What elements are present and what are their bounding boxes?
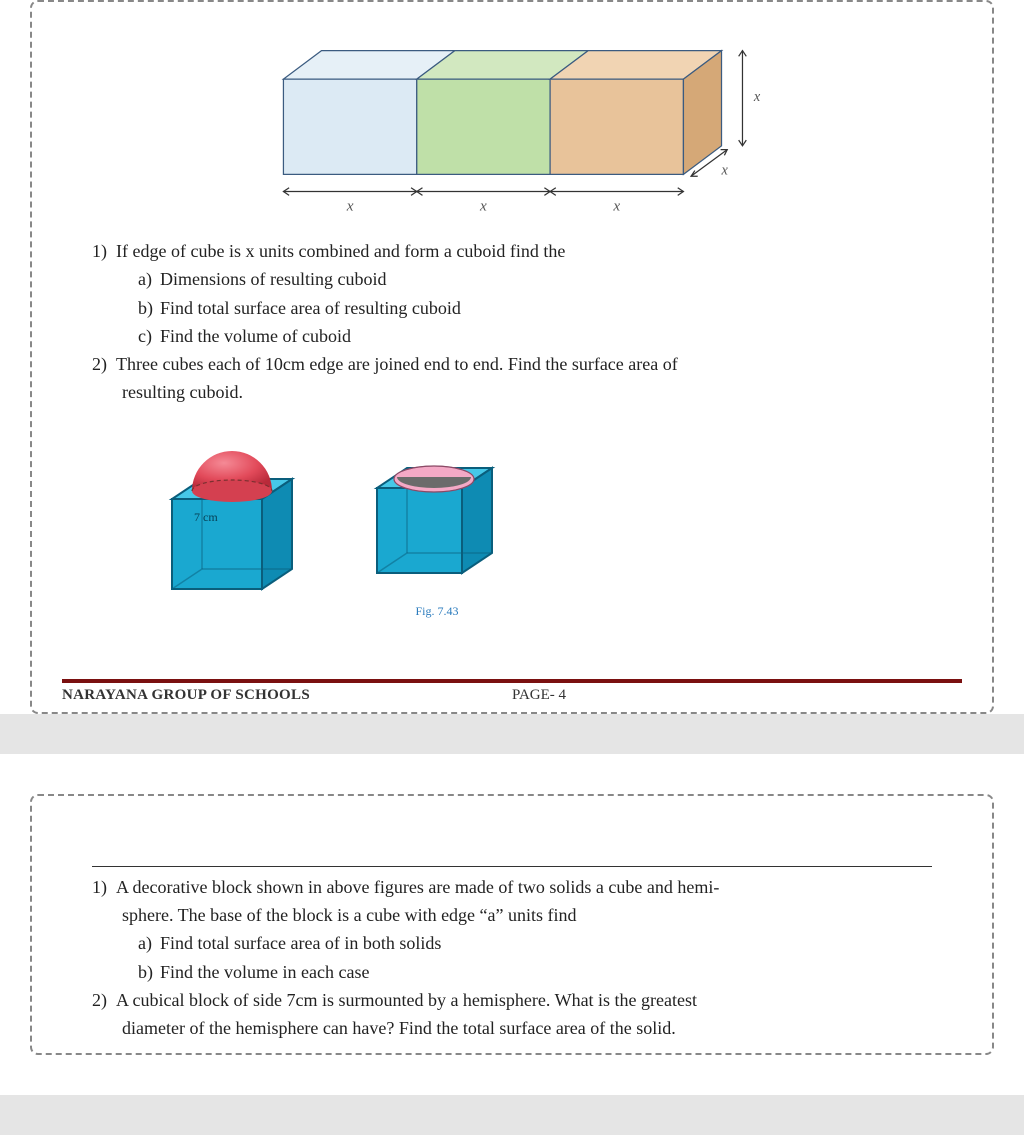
dim-label-x3: x [612,198,620,215]
divider [92,866,932,867]
q1-num: 1) [92,239,116,263]
cube-hemi-bowl-svg [352,433,522,593]
p2-q2-cont: diameter of the hemisphere can have? Fin… [92,1016,932,1040]
hemisphere-figures: 7 cm Fig. [142,419,932,619]
q2-num: 2) [92,352,116,376]
dim-label-depth: x [721,162,729,178]
cube-label: 7 cm [194,510,218,524]
p2-q1a: a)Find total surface area of in both sol… [92,931,932,955]
q1b: b)Find total surface area of resulting c… [92,296,932,320]
fig-caption: Fig. 7.43 [352,604,522,619]
page-2: 1)A decorative block shown in above figu… [0,754,1024,1095]
q2-text: Three cubes each of 10cm edge are joined… [116,354,678,374]
q1-text: If edge of cube is x units combined and … [116,241,565,261]
q2: 2)Three cubes each of 10cm edge are join… [92,352,932,376]
cuboid-figure: x x x x x [62,22,962,227]
page2-questions: 1)A decorative block shown in above figu… [62,866,962,1041]
cube-hemi-bowl-wrap: Fig. 7.43 [352,433,522,619]
q2-cont: resulting cuboid. [92,380,932,404]
p2-q1-cont: sphere. The base of the block is a cube … [92,903,932,927]
q1: 1)If edge of cube is x units combined an… [92,239,932,263]
footer-page: PAGE- 4 [512,687,962,704]
cuboid-svg: x x x x x [232,22,792,222]
dim-label-x2: x [479,198,487,215]
p2-q2: 2)A cubical block of side 7cm is surmoun… [92,988,932,1012]
page-2-frame: 1)A decorative block shown in above figu… [30,794,994,1055]
page-footer: NARAYANA GROUP OF SCHOOLS PAGE- 4 [62,679,962,704]
page-1-frame: x x x x x 1)If edge of cube is x units c… [30,0,994,714]
page1-questions: 1)If edge of cube is x units combined an… [62,239,962,619]
page-1: x x x x x 1)If edge of cube is x units c… [0,0,1024,714]
cube-hemi-top-svg: 7 cm [142,419,322,619]
footer-left: NARAYANA GROUP OF SCHOOLS [62,687,512,704]
p2-q1b: b)Find the volume in each case [92,960,932,984]
q1a: a)Dimensions of resulting cuboid [92,267,932,291]
dim-label-x1: x [346,198,354,215]
dim-label-height: x [753,89,761,105]
q1c: c)Find the volume of cuboid [92,324,932,348]
p2-q1: 1)A decorative block shown in above figu… [92,875,932,899]
